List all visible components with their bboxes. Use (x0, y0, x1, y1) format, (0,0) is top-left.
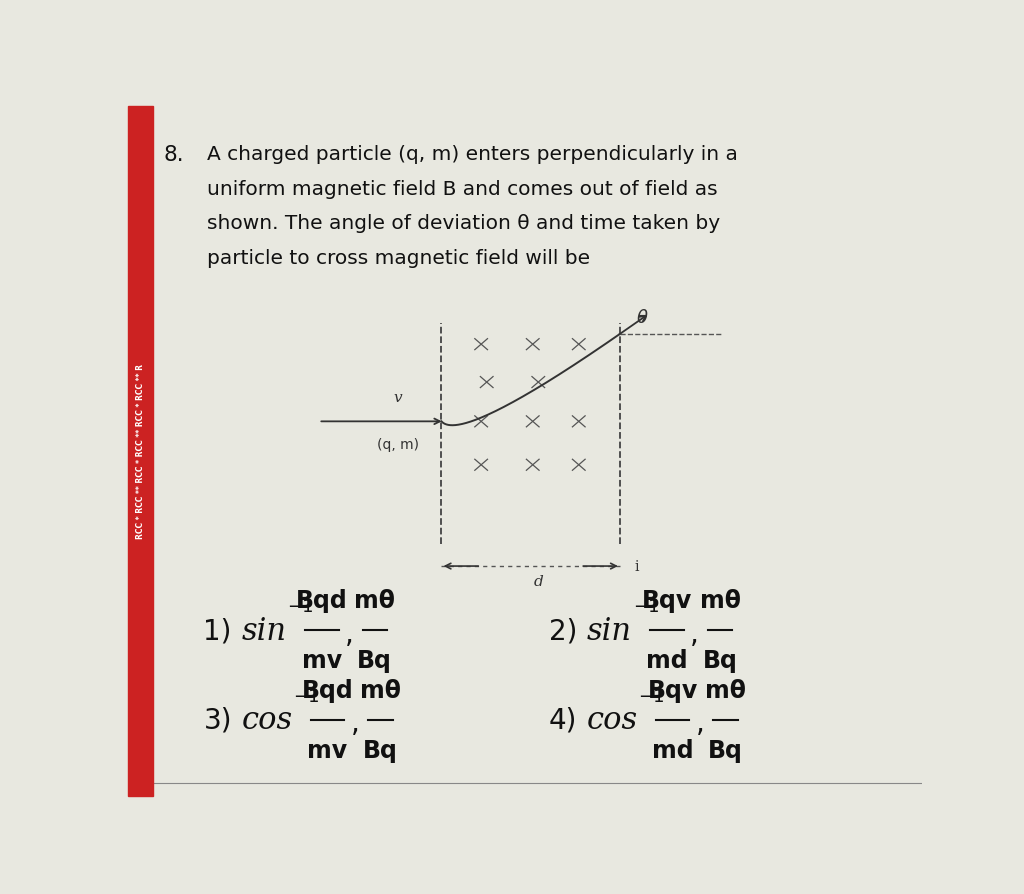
Text: md: md (646, 648, 688, 672)
Text: mθ: mθ (354, 588, 395, 612)
Text: Bqv: Bqv (642, 588, 692, 612)
Text: mθ: mθ (699, 588, 740, 612)
Text: sin: sin (242, 615, 287, 646)
Text: 1): 1) (204, 617, 231, 645)
Text: Bq: Bq (357, 648, 392, 672)
Text: mv: mv (307, 738, 347, 762)
Text: −1: −1 (638, 687, 665, 704)
Text: Bq: Bq (702, 648, 737, 672)
Text: 4): 4) (549, 706, 577, 734)
Text: ,: , (345, 620, 354, 648)
Text: mθ: mθ (706, 678, 746, 702)
Text: ,: , (690, 620, 699, 648)
Text: A charged particle (q, m) enters perpendicularly in a: A charged particle (q, m) enters perpend… (207, 145, 738, 164)
Text: −1: −1 (288, 597, 314, 615)
Text: Bq: Bq (362, 738, 397, 762)
Text: particle to cross magnetic field will be: particle to cross magnetic field will be (207, 249, 591, 267)
Text: RCC * RCC ** RCC * RCC ** RCC * RCC ** R: RCC * RCC ** RCC * RCC ** RCC * RCC ** R (136, 364, 145, 539)
Text: Bqd: Bqd (296, 588, 348, 612)
Text: (q, m): (q, m) (377, 438, 419, 451)
Text: md: md (652, 738, 693, 762)
Text: mθ: mθ (359, 678, 400, 702)
Text: ,: , (350, 710, 359, 738)
Text: −1: −1 (633, 597, 659, 615)
Text: cos: cos (587, 704, 638, 736)
Text: Bqv: Bqv (647, 678, 697, 702)
Text: 3): 3) (204, 706, 231, 734)
Text: mv: mv (302, 648, 342, 672)
Text: 8.: 8. (164, 145, 184, 165)
Text: i: i (634, 560, 639, 573)
Text: $\theta$: $\theta$ (636, 308, 648, 326)
Text: uniform magnetic field B and comes out of field as: uniform magnetic field B and comes out o… (207, 180, 718, 198)
Text: cos: cos (242, 704, 293, 736)
Text: v: v (393, 391, 402, 405)
Text: shown. The angle of deviation θ and time taken by: shown. The angle of deviation θ and time… (207, 214, 721, 233)
Text: Bq: Bq (709, 738, 743, 762)
Bar (128, 107, 154, 796)
Text: Bqd: Bqd (301, 678, 353, 702)
Text: d: d (534, 575, 544, 588)
Text: 2): 2) (549, 617, 577, 645)
Text: ,: , (696, 710, 705, 738)
Text: −1: −1 (293, 687, 319, 704)
Text: sin: sin (587, 615, 632, 646)
